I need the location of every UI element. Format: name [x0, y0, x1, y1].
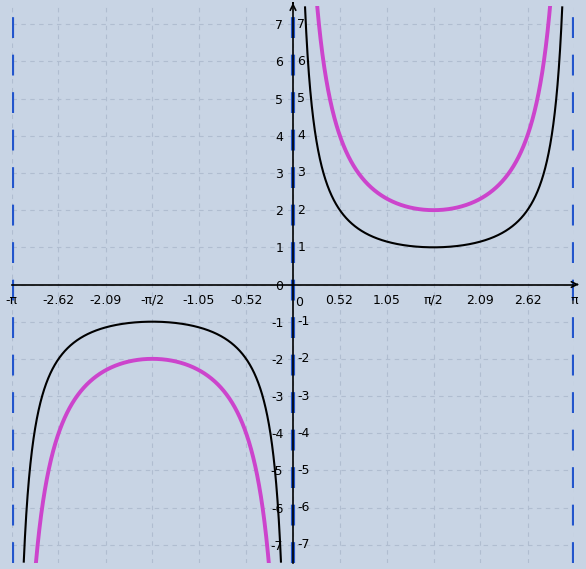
Text: 1.05: 1.05 — [373, 294, 401, 307]
Text: -2.09: -2.09 — [90, 294, 122, 307]
Text: 2: 2 — [298, 204, 305, 217]
Text: -2: -2 — [298, 352, 310, 365]
Text: -1: -1 — [298, 315, 310, 328]
Text: 2.62: 2.62 — [514, 294, 541, 307]
Text: 2.09: 2.09 — [466, 294, 494, 307]
Text: π: π — [571, 294, 578, 307]
Text: -4: -4 — [298, 427, 310, 440]
Text: 0.52: 0.52 — [326, 294, 353, 307]
Text: -7: -7 — [298, 538, 310, 551]
Text: 5: 5 — [298, 92, 305, 105]
Text: π/2: π/2 — [424, 294, 444, 307]
Text: -6: -6 — [298, 501, 310, 514]
Text: -π/2: -π/2 — [140, 294, 165, 307]
Text: 3: 3 — [298, 167, 305, 179]
Text: -3: -3 — [298, 390, 310, 402]
Text: -5: -5 — [298, 464, 310, 477]
Text: -2.62: -2.62 — [42, 294, 74, 307]
Text: 7: 7 — [298, 18, 305, 31]
Text: 1: 1 — [298, 241, 305, 254]
Text: 0: 0 — [295, 296, 303, 308]
Text: 6: 6 — [298, 55, 305, 68]
Text: -π: -π — [6, 294, 18, 307]
Text: -0.52: -0.52 — [230, 294, 263, 307]
Text: -1.05: -1.05 — [183, 294, 215, 307]
Text: 4: 4 — [298, 129, 305, 142]
